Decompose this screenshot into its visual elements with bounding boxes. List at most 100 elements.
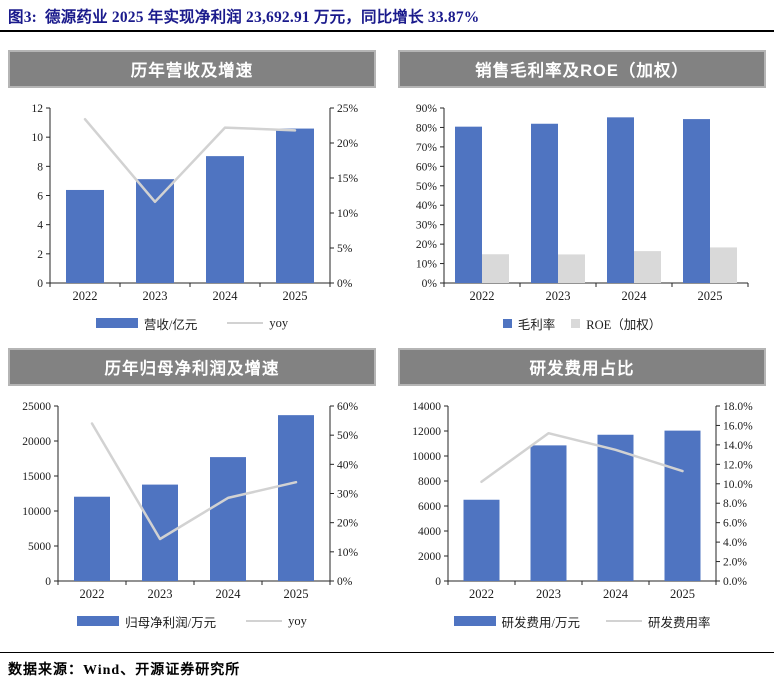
margin-roe-chart-header: 销售毛利率及ROE（加权）	[398, 50, 766, 88]
svg-text:60%: 60%	[337, 401, 359, 413]
svg-text:14.0%: 14.0%	[723, 440, 753, 452]
net-profit-chart-legend: 归母净利润/万元 yoy	[8, 608, 376, 634]
svg-text:20000: 20000	[22, 436, 51, 448]
revenue-chart-title: 历年营收及增速	[130, 62, 254, 80]
svg-text:2024: 2024	[216, 587, 242, 601]
legend-item: 毛利率	[502, 314, 556, 333]
svg-text:2: 2	[37, 249, 43, 261]
legend-label: 毛利率	[517, 317, 556, 332]
svg-text:2022: 2022	[80, 587, 105, 601]
svg-text:10%: 10%	[416, 259, 438, 271]
svg-text:12000: 12000	[412, 426, 441, 438]
svg-text:90%: 90%	[416, 103, 438, 115]
svg-text:2022: 2022	[470, 289, 495, 303]
panel-gross-margin-roe: 销售毛利率及ROE（加权） 0% 10% 20% 30% 40% 50% 60% 70% 80%…	[398, 50, 766, 336]
svg-text:18.0%: 18.0%	[723, 401, 753, 413]
svg-text:2024: 2024	[622, 289, 648, 303]
revenue-chart: 0 2 4 6 8 10 12 0% 5% 10% 15% 20% 25% 2022 2023 2024 202…	[8, 88, 376, 310]
svg-text:2025: 2025	[670, 587, 695, 601]
legend-label: 归母净利润/万元	[125, 615, 217, 630]
svg-text:25%: 25%	[337, 103, 359, 115]
svg-text:40%: 40%	[337, 459, 359, 471]
svg-text:2023: 2023	[536, 587, 561, 601]
svg-text:20%: 20%	[416, 239, 438, 251]
panel-revenue-growth: 历年营收及增速 0 2 4 6 8 10 12 0% 5% 10% 15% 20% 25% 2022 202…	[8, 50, 376, 336]
source-note: 数据来源：Wind、开源证券研究所	[8, 663, 241, 678]
svg-text:2024: 2024	[603, 587, 629, 601]
svg-text:5000: 5000	[28, 541, 51, 553]
svg-text:10%: 10%	[337, 208, 359, 220]
svg-text:2023: 2023	[143, 289, 168, 303]
svg-text:10000: 10000	[412, 451, 441, 463]
revenue-chart-header: 历年营收及增速	[8, 50, 376, 88]
title-divider	[0, 30, 774, 32]
legend-item: ROE（加权）	[571, 314, 661, 333]
svg-text:4.0%: 4.0%	[723, 537, 747, 549]
svg-text:70%: 70%	[416, 142, 438, 154]
svg-text:2000: 2000	[418, 551, 441, 563]
svg-text:15000: 15000	[22, 471, 51, 483]
svg-text:8000: 8000	[418, 476, 441, 488]
figure-label: 图3:	[8, 9, 38, 26]
net-profit-chart-title: 历年归母净利润及增速	[104, 360, 280, 378]
panel-rd-expense-ratio: 研发费用占比 0 2000 4000 6000 8000 10000 12000 14000 0…	[398, 348, 766, 634]
legend-label: yoy	[269, 315, 289, 330]
svg-text:2025: 2025	[283, 289, 308, 303]
svg-text:10.0%: 10.0%	[723, 479, 753, 491]
svg-text:14000: 14000	[412, 401, 441, 413]
rd-expense-chart-header: 研发费用占比	[398, 348, 766, 386]
legend-item: 研发费用率	[605, 612, 711, 631]
legend-item: yoy	[246, 614, 307, 629]
svg-text:20%: 20%	[337, 518, 359, 530]
svg-text:8.0%: 8.0%	[723, 498, 747, 510]
source-divider	[0, 652, 774, 653]
margin-roe-chart: 0% 10% 20% 30% 40% 50% 60% 70% 80% 90% 2022 2023 202…	[398, 88, 766, 310]
legend-line-swatch	[246, 620, 283, 622]
net-profit-chart: 0 5000 10000 15000 20000 25000 0% 10% 20% 30% 40% 5…	[8, 386, 376, 608]
legend-line-swatch	[605, 620, 642, 622]
legend-square-swatch	[571, 318, 581, 328]
legend-item: 营收/亿元	[95, 314, 198, 333]
svg-text:10000: 10000	[22, 506, 51, 518]
svg-text:6.0%: 6.0%	[723, 518, 747, 530]
svg-text:10%: 10%	[337, 547, 359, 559]
svg-text:50%: 50%	[416, 181, 438, 193]
svg-text:2022: 2022	[469, 587, 494, 601]
margin-roe-chart-legend: 毛利率 ROE（加权）	[398, 310, 766, 336]
svg-text:0: 0	[37, 278, 43, 290]
svg-text:40%: 40%	[416, 200, 438, 212]
legend-item: 归母净利润/万元	[77, 612, 216, 631]
svg-text:4: 4	[37, 220, 43, 232]
svg-text:5%: 5%	[337, 243, 353, 255]
rd-expense-chart-legend: 研发费用/万元 研发费用率	[398, 608, 766, 634]
panel-net-profit-growth-svg: 0 5000 10000 15000 20000 25000 0% 10% 20% 30% 40% 5…	[22, 401, 359, 601]
panel-gross-margin-roe-svg: 0% 10% 20% 30% 40% 50% 60% 70% 80% 90% 2022 2023 202…	[416, 103, 749, 303]
svg-text:8: 8	[37, 161, 43, 173]
figure-title-text: 德源药业 2025 年实现净利润 23,692.91 万元，同比增长 33.87…	[45, 9, 480, 26]
legend-item: yoy	[227, 316, 288, 331]
svg-text:0: 0	[435, 576, 441, 588]
revenue-chart-legend: 营收/亿元 yoy	[8, 310, 376, 336]
rd-expense-chart: 0 2000 4000 6000 8000 10000 12000 14000 0.0% 2.0%…	[398, 386, 766, 608]
svg-text:50%: 50%	[337, 430, 359, 442]
legend-label: 研发费用率	[647, 615, 711, 630]
svg-text:2023: 2023	[546, 289, 571, 303]
svg-text:2022: 2022	[73, 289, 98, 303]
rd-expense-chart-title: 研发费用占比	[529, 360, 635, 378]
legend-bar-swatch	[95, 318, 138, 328]
legend-bar-swatch	[77, 616, 120, 626]
svg-text:6: 6	[37, 191, 43, 203]
legend-bar-swatch	[453, 616, 496, 626]
legend-square-swatch	[502, 318, 512, 328]
svg-text:30%: 30%	[416, 220, 438, 232]
svg-text:60%: 60%	[416, 161, 438, 173]
svg-text:2025: 2025	[284, 587, 309, 601]
svg-text:15%: 15%	[337, 173, 359, 185]
legend-label: 营收/亿元	[143, 317, 198, 332]
svg-text:12.0%: 12.0%	[723, 459, 753, 471]
margin-roe-chart-title: 销售毛利率及ROE（加权）	[475, 62, 689, 80]
svg-text:4000: 4000	[418, 526, 441, 538]
net-profit-chart-header: 历年归母净利润及增速	[8, 348, 376, 386]
svg-text:0: 0	[45, 576, 51, 588]
